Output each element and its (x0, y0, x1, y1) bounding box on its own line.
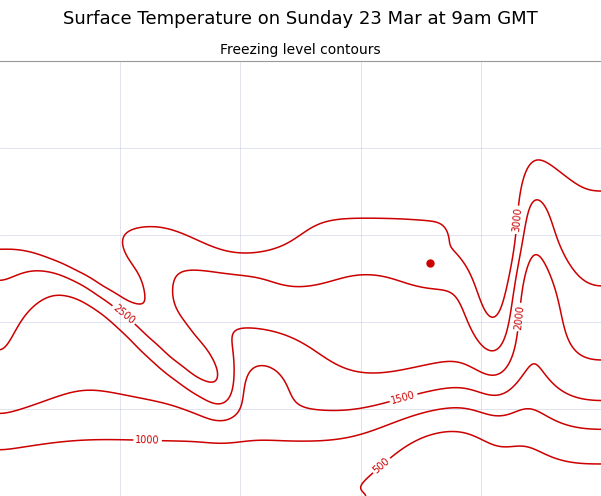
Text: 500: 500 (371, 456, 392, 475)
Text: 1500: 1500 (390, 390, 416, 406)
Text: 1000: 1000 (135, 435, 160, 445)
Text: 3000: 3000 (511, 207, 523, 233)
Text: Freezing level contours: Freezing level contours (220, 43, 381, 57)
Text: 2000: 2000 (513, 304, 525, 330)
Text: 2500: 2500 (111, 303, 136, 326)
Text: Surface Temperature on Sunday 23 Mar at 9am GMT: Surface Temperature on Sunday 23 Mar at … (63, 10, 538, 28)
